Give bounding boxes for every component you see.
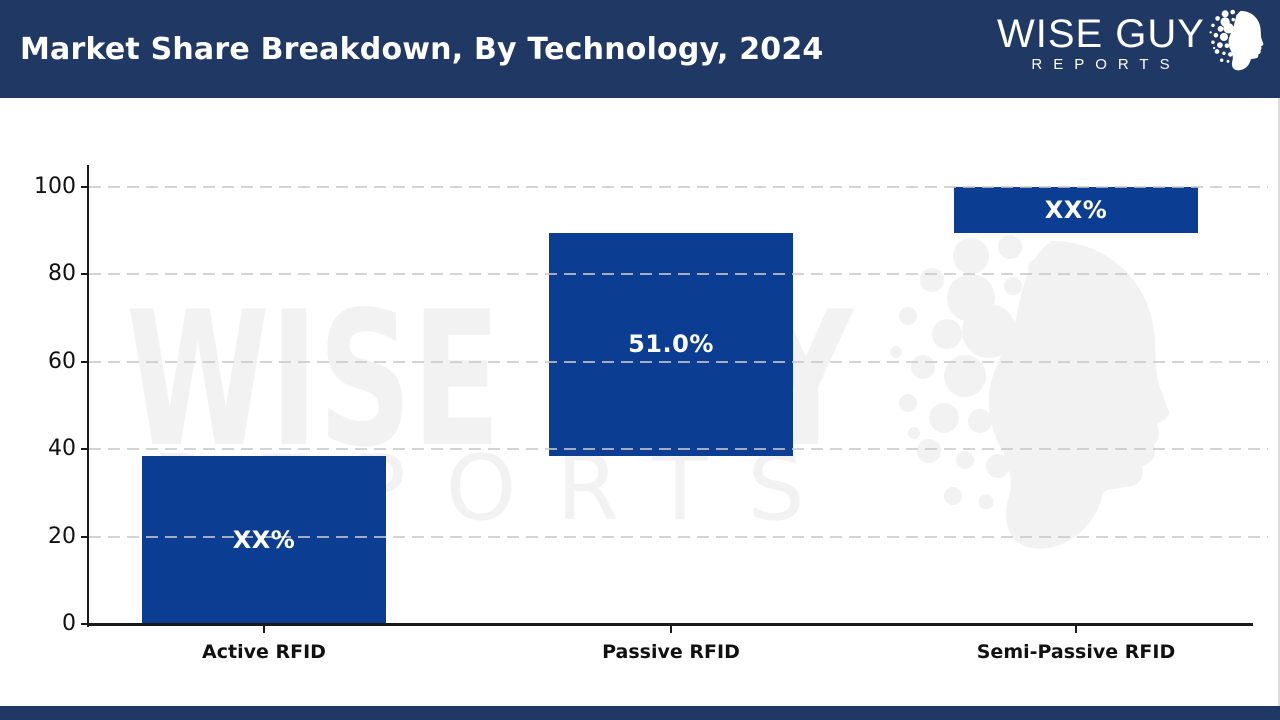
ytick-label-100: 100 xyxy=(34,174,76,199)
bar-semi-passive-rfid xyxy=(954,187,1198,233)
ytick-mark-20 xyxy=(81,535,89,538)
y-axis-line xyxy=(87,165,89,627)
xaxis-label-active-rfid: Active RFID xyxy=(202,641,326,663)
logo-wordmark: WISE GUY REPORTS xyxy=(997,13,1205,73)
xtick-mark-active-rfid xyxy=(263,624,265,633)
xtick-mark-passive-rfid xyxy=(670,624,672,633)
footer-bar xyxy=(0,706,1280,720)
ytick-mark-60 xyxy=(81,360,89,363)
brand-logo: WISE GUY REPORTS xyxy=(997,9,1264,76)
page-title: Market Share Breakdown, By Technology, 2… xyxy=(20,31,824,67)
gridline-20 xyxy=(89,535,1268,538)
xaxis-label-passive-rfid: Passive RFID xyxy=(602,641,740,663)
bar-active-rfid xyxy=(142,455,386,624)
ytick-mark-40 xyxy=(81,448,89,451)
bar-passive-rfid xyxy=(549,232,793,456)
x-axis-line xyxy=(87,623,1253,626)
wise-guy-head-icon xyxy=(1209,9,1264,71)
ytick-label-20: 20 xyxy=(48,523,76,549)
xaxis-label-semi-passive-rfid: Semi-Passive RFID xyxy=(976,641,1176,663)
logo-line1: WISE GUY xyxy=(996,11,1205,56)
ytick-mark-80 xyxy=(81,273,89,276)
bar-label-passive-rfid: 51.0% xyxy=(628,330,714,359)
bar-label-semi-passive-rfid: XX% xyxy=(1044,195,1108,224)
gridline-40 xyxy=(89,448,1268,451)
ytick-label-40: 40 xyxy=(48,436,76,462)
ytick-label-0: 0 xyxy=(62,611,76,636)
gridline-100 xyxy=(89,186,1268,188)
bar-label-active-rfid: XX% xyxy=(232,525,296,554)
gridline-80 xyxy=(89,273,1268,276)
ytick-mark-100 xyxy=(81,186,89,188)
xtick-mark-semi-passive-rfid xyxy=(1075,624,1077,633)
ytick-label-60: 60 xyxy=(48,348,76,374)
gridline-60 xyxy=(89,360,1268,363)
logo-line2: REPORTS xyxy=(1031,55,1181,73)
ytick-mark-0 xyxy=(81,623,89,625)
ytick-label-80: 80 xyxy=(48,261,76,287)
header-bar: Market Share Breakdown, By Technology, 2… xyxy=(0,0,1280,98)
